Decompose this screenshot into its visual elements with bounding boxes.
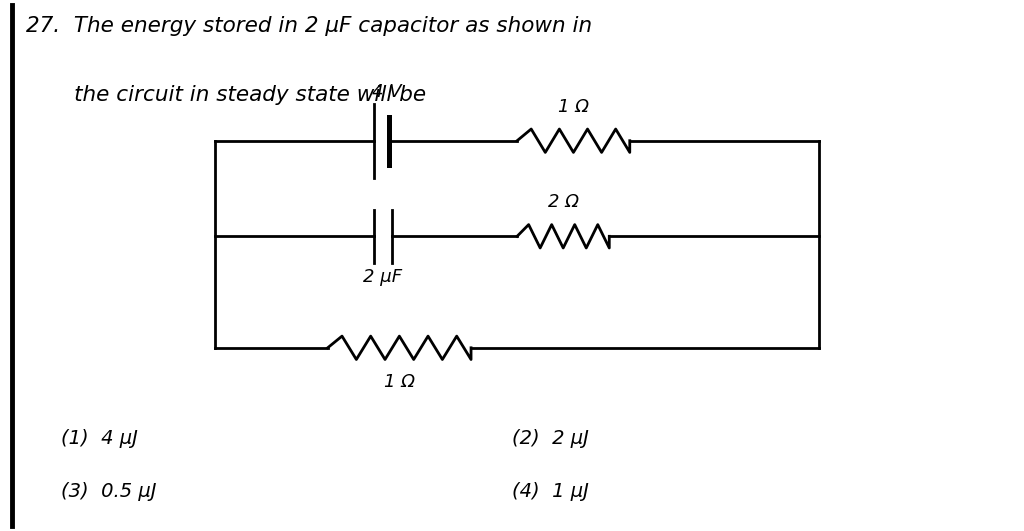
Text: (4)  1 μJ: (4) 1 μJ xyxy=(512,482,589,501)
Text: 1 Ω: 1 Ω xyxy=(384,373,415,391)
Text: the circuit in steady state will be: the circuit in steady state will be xyxy=(26,85,426,105)
Text: 2 μF: 2 μF xyxy=(364,268,402,286)
Text: 27.  The energy stored in 2 μF capacitor as shown in: 27. The energy stored in 2 μF capacitor … xyxy=(26,16,592,36)
Text: 4 V: 4 V xyxy=(372,83,401,101)
Text: 2 Ω: 2 Ω xyxy=(548,193,579,211)
Text: (1)  4 μJ: (1) 4 μJ xyxy=(61,429,138,448)
Text: (2)  2 μJ: (2) 2 μJ xyxy=(512,429,589,448)
Text: (3)  0.5 μJ: (3) 0.5 μJ xyxy=(61,482,157,501)
Text: 1 Ω: 1 Ω xyxy=(558,98,589,116)
